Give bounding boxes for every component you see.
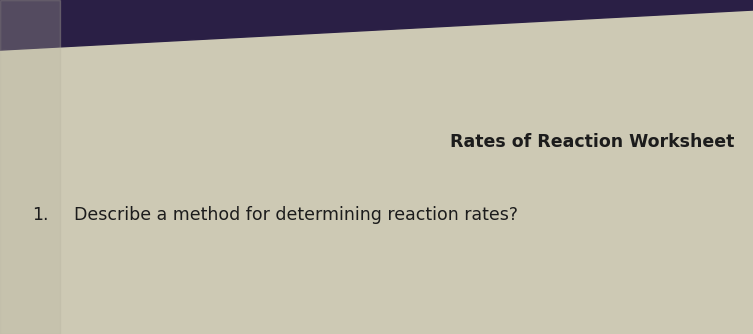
Bar (0, 0, 60, 334)
Text: 1.: 1. (32, 206, 48, 224)
Text: Describe a method for determining reaction rates?: Describe a method for determining reacti… (74, 206, 518, 224)
Text: Rates of Reaction Worksheet: Rates of Reaction Worksheet (450, 133, 734, 151)
Polygon shape (0, 0, 753, 50)
